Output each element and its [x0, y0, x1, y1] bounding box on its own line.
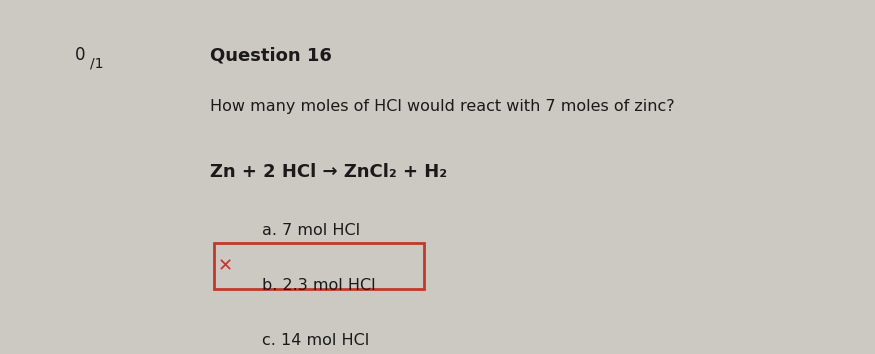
- Text: c. 14 mol HCl: c. 14 mol HCl: [262, 333, 370, 348]
- Text: /1: /1: [90, 57, 103, 71]
- Text: Zn + 2 HCl → ZnCl₂ + H₂: Zn + 2 HCl → ZnCl₂ + H₂: [210, 163, 447, 181]
- Text: a. 7 mol HCl: a. 7 mol HCl: [262, 223, 360, 238]
- Text: Question 16: Question 16: [210, 46, 332, 64]
- Text: ✕: ✕: [218, 257, 234, 275]
- Text: b. 2.3 mol HCl: b. 2.3 mol HCl: [262, 278, 376, 293]
- Text: 0: 0: [74, 46, 85, 64]
- Text: How many moles of HCl would react with 7 moles of zinc?: How many moles of HCl would react with 7…: [210, 99, 675, 114]
